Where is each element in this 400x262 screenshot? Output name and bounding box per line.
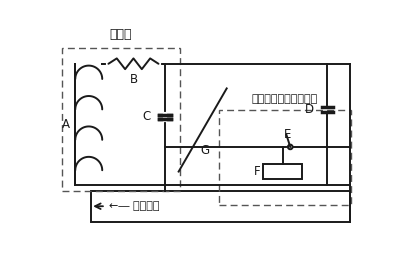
Text: ←― 信号機へ: ←― 信号機へ	[109, 201, 159, 211]
Bar	[62, 48, 180, 191]
Bar	[263, 164, 302, 179]
Text: 地上子制御用リレー笱: 地上子制御用リレー笱	[252, 94, 318, 104]
Text: F: F	[254, 165, 260, 178]
Text: A: A	[62, 118, 70, 131]
Text: C: C	[142, 110, 151, 123]
Bar	[91, 191, 350, 222]
Text: B: B	[129, 73, 138, 86]
Text: 地上子: 地上子	[110, 28, 132, 41]
Text: D: D	[304, 103, 314, 116]
Text: G: G	[200, 144, 210, 156]
Text: E: E	[284, 128, 292, 141]
Bar	[219, 110, 351, 205]
